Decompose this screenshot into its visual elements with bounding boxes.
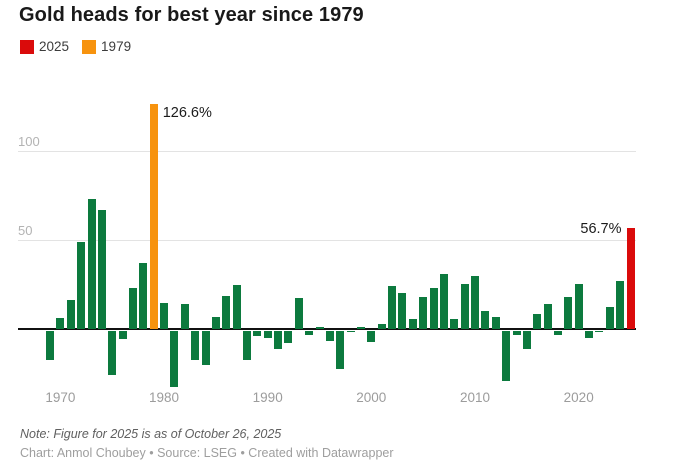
bar-1997 [336, 331, 345, 370]
bar-2021 [585, 331, 593, 338]
bar-2009 [460, 284, 469, 329]
bar-chart-plot: 50 100 1970 1980 1990 2000 2010 2020 126.6% 56.7% [18, 95, 636, 405]
zero-baseline [18, 328, 636, 330]
legend-label-2025: 2025 [39, 39, 70, 54]
bar-2010 [471, 276, 479, 329]
bar-2003 [398, 293, 407, 329]
bar-2007 [439, 274, 448, 329]
bar-1988 [243, 331, 251, 360]
bar-1973 [87, 198, 96, 329]
x-axis-label-1980: 1980 [148, 390, 180, 405]
bar-2014 [512, 331, 521, 336]
bar-1983 [191, 331, 200, 360]
x-axis-label-1990: 1990 [252, 390, 283, 405]
value-annotation-2025: 56.7% [580, 221, 622, 238]
bar-1982 [180, 303, 189, 329]
bar-1980 [160, 303, 168, 329]
bar-1991 [274, 331, 283, 349]
legend-item-1979: 1979 [82, 39, 131, 54]
bar-2015 [522, 331, 531, 350]
chart-title: Gold heads for best year since 1979 [19, 4, 364, 26]
bar-1978 [139, 263, 148, 329]
bar-1998 [346, 331, 355, 333]
bar-1994 [305, 331, 314, 335]
bar-1971 [66, 300, 75, 329]
bar-2019 [564, 297, 573, 329]
chart-note: Note: Figure for 2025 is as of October 2… [20, 427, 282, 441]
legend-swatch-1979 [82, 39, 97, 54]
bar-1985 [211, 317, 220, 329]
bar-1993 [294, 298, 303, 329]
bar-2001 [377, 324, 386, 329]
bar-1989 [253, 331, 262, 336]
bar-2008 [450, 319, 459, 329]
bar-1979 [149, 103, 158, 329]
legend-swatch-2025 [20, 39, 34, 54]
gridline-100 [18, 151, 636, 152]
chart-credit: Chart: Anmol Choubey • Source: LSEG • Cr… [20, 446, 394, 460]
legend-label-1979: 1979 [101, 39, 132, 54]
bar-1972 [77, 242, 86, 329]
bar-1995 [315, 326, 324, 329]
bar-2006 [429, 288, 438, 329]
bar-2017 [543, 303, 552, 329]
bar-2002 [388, 285, 397, 329]
x-axis-label-1970: 1970 [45, 390, 76, 405]
bar-2022 [595, 331, 604, 332]
bar-2000 [367, 331, 376, 342]
bar-2016 [533, 314, 542, 329]
bar-1990 [263, 331, 272, 338]
x-axis-label-2000: 2000 [356, 390, 387, 405]
bar-1987 [232, 285, 241, 329]
value-annotation-1979: 126.6% [162, 104, 212, 121]
bar-1984 [201, 331, 210, 366]
bar-2012 [491, 316, 500, 329]
bar-1999 [357, 327, 365, 329]
bar-2018 [553, 331, 562, 335]
bar-1981 [170, 331, 179, 388]
bar-1996 [325, 331, 334, 341]
bar-2024 [616, 280, 625, 329]
bar-1977 [128, 288, 137, 329]
y-axis-label-100: 100 [18, 134, 40, 149]
bar-1992 [284, 331, 293, 343]
bar-1975 [108, 331, 117, 375]
legend-item-2025: 2025 [20, 39, 69, 54]
bar-2025 [626, 228, 635, 329]
bar-1976 [118, 331, 127, 339]
bar-2004 [408, 319, 417, 329]
bar-1969 [46, 331, 54, 360]
bar-2023 [605, 306, 614, 329]
bar-1974 [97, 209, 106, 329]
bar-2020 [574, 284, 583, 329]
x-axis-label-2010: 2010 [459, 390, 491, 405]
bar-2013 [502, 331, 511, 382]
bar-1970 [56, 318, 65, 329]
bar-1986 [222, 296, 231, 329]
y-axis-label-50: 50 [18, 223, 33, 238]
x-axis-label-2020: 2020 [563, 390, 594, 405]
bar-2005 [419, 297, 428, 329]
bar-2011 [481, 310, 490, 329]
gridline-50 [18, 240, 636, 241]
legend: 2025 1979 [20, 39, 131, 54]
